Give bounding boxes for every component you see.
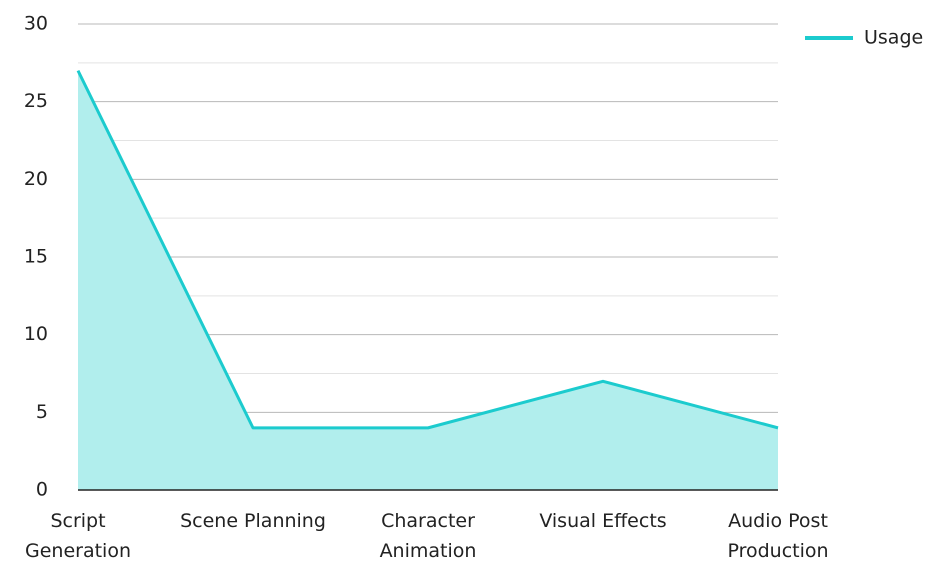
y-tick-label: 25 xyxy=(24,90,48,112)
x-tick-label: Visual Effects xyxy=(539,510,667,532)
x-tick-label: Character Animation xyxy=(379,510,477,562)
legend-label: Usage xyxy=(864,27,923,49)
y-tick-label: 30 xyxy=(24,13,48,35)
y-tick-label: 10 xyxy=(24,323,48,345)
y-tick-label: 20 xyxy=(24,168,48,190)
area-line xyxy=(76,69,779,430)
x-tick-label: Scene Planning xyxy=(180,510,326,532)
area-fill xyxy=(78,70,778,490)
x-tick-label: Audio Post Production xyxy=(727,510,829,562)
y-tick-label: 0 xyxy=(36,479,48,501)
x-tick-label: Script Generation xyxy=(25,510,131,562)
y-tick-label: 5 xyxy=(36,401,48,423)
y-tick-label: 15 xyxy=(24,246,48,268)
